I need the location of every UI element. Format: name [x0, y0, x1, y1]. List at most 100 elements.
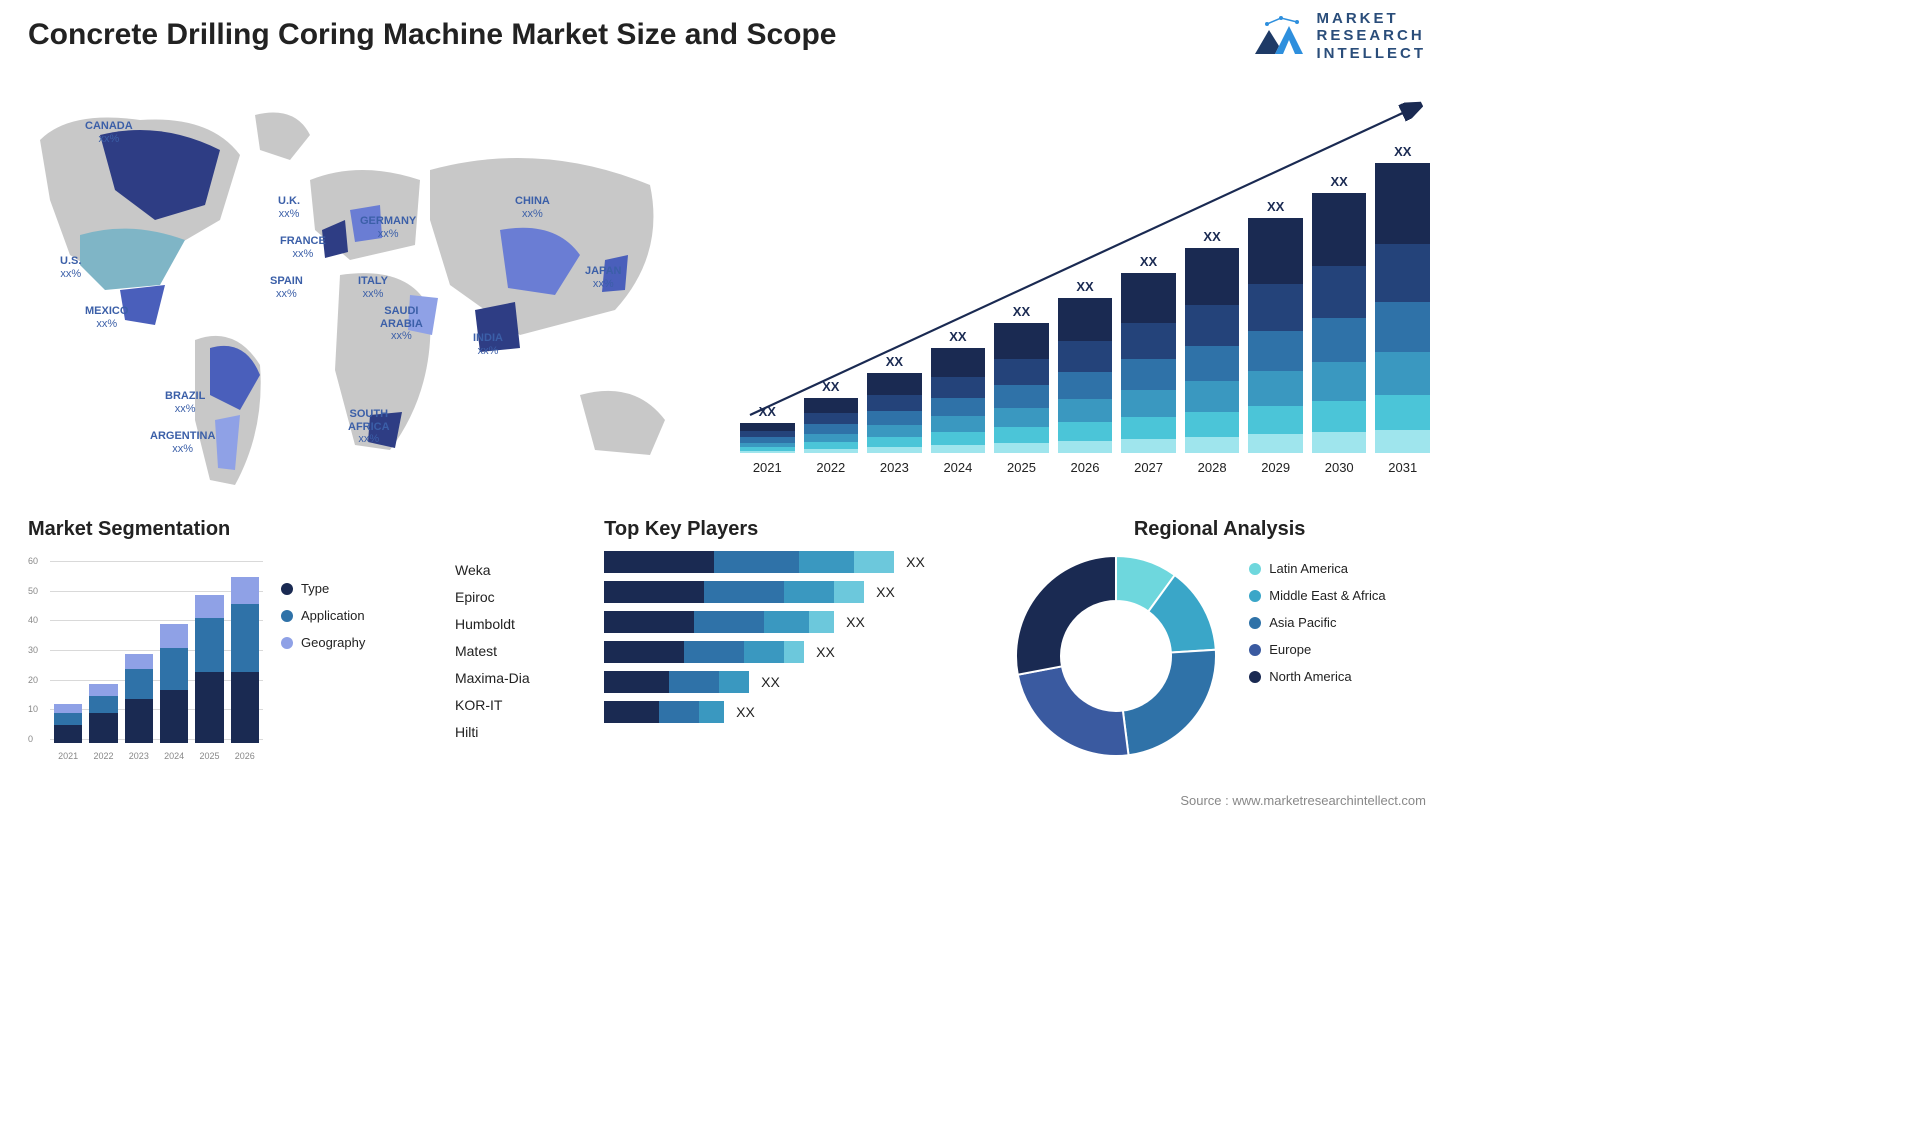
player-bar-value: XX	[906, 554, 925, 570]
seg-ytick: 40	[28, 615, 38, 625]
map-label-u-s-: U.S.xx%	[60, 255, 81, 280]
seg-year-label: 2021	[54, 751, 82, 761]
growth-year-label: 2021	[740, 460, 795, 475]
growth-bar-2022: XX	[804, 379, 859, 453]
growth-year-label: 2030	[1312, 460, 1367, 475]
page-title: Concrete Drilling Coring Machine Market …	[28, 18, 837, 52]
regional-panel: Regional Analysis Latin America Middle Ea…	[1011, 518, 1428, 761]
regional-legend-item: Latin America	[1249, 561, 1385, 576]
seg-legend-item: Application	[281, 608, 365, 623]
growth-year-label: 2031	[1375, 460, 1430, 475]
seg-year-label: 2023	[125, 751, 153, 761]
map-label-saudi-arabia: SAUDIARABIAxx%	[380, 305, 423, 343]
map-label-canada: CANADAxx%	[85, 120, 133, 145]
growth-year-label: 2029	[1248, 460, 1303, 475]
player-name: Matest	[455, 643, 564, 659]
map-label-china: CHINAxx%	[515, 195, 550, 220]
key-players-panel: Top Key Players XX XX XX XX XX XX	[604, 518, 971, 761]
growth-year-label: 2028	[1185, 460, 1240, 475]
player-bar-row: XX	[604, 671, 971, 693]
growth-bar-2028: XX	[1185, 229, 1240, 453]
growth-bar-label: XX	[949, 329, 966, 344]
market-growth-chart: XXXXXXXXXXXXXXXXXXXXXX 20212022202320242…	[740, 95, 1430, 475]
growth-bar-2025: XX	[994, 304, 1049, 453]
donut-slice	[1016, 556, 1116, 675]
logo-line3: INTELLECT	[1317, 45, 1427, 62]
player-bar-row: XX	[604, 611, 971, 633]
player-bar-value: XX	[736, 704, 755, 720]
seg-bar-2026	[231, 577, 259, 743]
player-name: Humboldt	[455, 616, 564, 632]
seg-bar-2025	[195, 595, 223, 743]
seg-ytick: 30	[28, 645, 38, 655]
growth-bar-2027: XX	[1121, 254, 1176, 453]
regional-legend-item: Middle East & Africa	[1249, 588, 1385, 603]
growth-year-label: 2027	[1121, 460, 1176, 475]
growth-bar-label: XX	[1267, 199, 1284, 214]
map-label-france: FRANCExx%	[280, 235, 326, 260]
regional-title: Regional Analysis	[1011, 518, 1428, 541]
seg-legend-item: Geography	[281, 635, 365, 650]
seg-year-label: 2026	[231, 751, 259, 761]
donut-slice	[1123, 650, 1216, 755]
growth-bar-label: XX	[1076, 279, 1093, 294]
map-label-japan: JAPANxx%	[585, 265, 621, 290]
segmentation-title: Market Segmentation	[28, 518, 415, 541]
seg-ytick: 60	[28, 556, 38, 566]
player-bar-row: XX	[604, 701, 971, 723]
segmentation-panel: Market Segmentation 0 10 20 30 40 50 60 2021 20…	[28, 518, 415, 761]
growth-bar-label: XX	[1394, 144, 1411, 159]
growth-bar-label: XX	[759, 404, 776, 419]
player-bar-value: XX	[876, 584, 895, 600]
seg-ytick: 50	[28, 586, 38, 596]
growth-year-label: 2024	[931, 460, 986, 475]
player-name: Hilti	[455, 724, 564, 740]
seg-legend-item: Type	[281, 581, 365, 596]
player-bar-row: XX	[604, 641, 971, 663]
seg-bar-2024	[160, 624, 188, 743]
growth-bar-2029: XX	[1248, 199, 1303, 453]
source-text: Source : www.marketresearchintellect.com	[1180, 793, 1426, 808]
map-label-south-africa: SOUTHAFRICAxx%	[348, 408, 390, 446]
player-name: Epiroc	[455, 589, 564, 605]
growth-year-label: 2023	[867, 460, 922, 475]
player-bar-value: XX	[761, 674, 780, 690]
map-label-italy: ITALYxx%	[358, 275, 388, 300]
player-name: Weka	[455, 562, 564, 578]
seg-ytick: 10	[28, 704, 38, 714]
growth-year-label: 2022	[804, 460, 859, 475]
growth-bar-2023: XX	[867, 354, 922, 453]
map-label-mexico: MEXICOxx%	[85, 305, 128, 330]
regional-legend: Latin AmericaMiddle East & AfricaAsia Pa…	[1249, 551, 1385, 696]
segmentation-chart: 0102030405060 202120222023202420252026	[28, 551, 263, 761]
seg-ytick: 0	[28, 734, 33, 744]
world-map: CANADAxx%U.S.xx%MEXICOxx%BRAZILxx%ARGENT…	[10, 80, 710, 500]
map-label-india: INDIAxx%	[473, 332, 503, 357]
map-label-germany: GERMANYxx%	[360, 215, 416, 240]
growth-bar-label: XX	[886, 354, 903, 369]
growth-bar-label: XX	[1013, 304, 1030, 319]
logo-line1: MARKET	[1317, 10, 1427, 27]
growth-bar-label: XX	[1140, 254, 1157, 269]
growth-year-label: 2026	[1058, 460, 1113, 475]
player-bar-value: XX	[816, 644, 835, 660]
seg-ytick: 20	[28, 675, 38, 685]
seg-year-label: 2025	[195, 751, 223, 761]
map-label-brazil: BRAZILxx%	[165, 390, 205, 415]
logo-icon	[1251, 12, 1307, 60]
donut-slice	[1018, 666, 1129, 756]
map-label-spain: SPAINxx%	[270, 275, 303, 300]
seg-bar-2023	[125, 654, 153, 743]
growth-bar-label: XX	[822, 379, 839, 394]
key-players-title: Top Key Players	[604, 518, 971, 541]
player-name: KOR-IT	[455, 697, 564, 713]
seg-year-label: 2022	[89, 751, 117, 761]
seg-bar-2021	[54, 704, 82, 743]
seg-bar-2022	[89, 684, 117, 743]
brand-logo: MARKET RESEARCH INTELLECT	[1251, 10, 1427, 62]
key-players-names: WekaEpirocHumboldtMatestMaxima-DiaKOR-IT…	[455, 518, 564, 761]
growth-bar-2031: XX	[1375, 144, 1430, 453]
player-bar-value: XX	[846, 614, 865, 630]
regional-legend-item: North America	[1249, 669, 1385, 684]
growth-bar-label: XX	[1203, 229, 1220, 244]
